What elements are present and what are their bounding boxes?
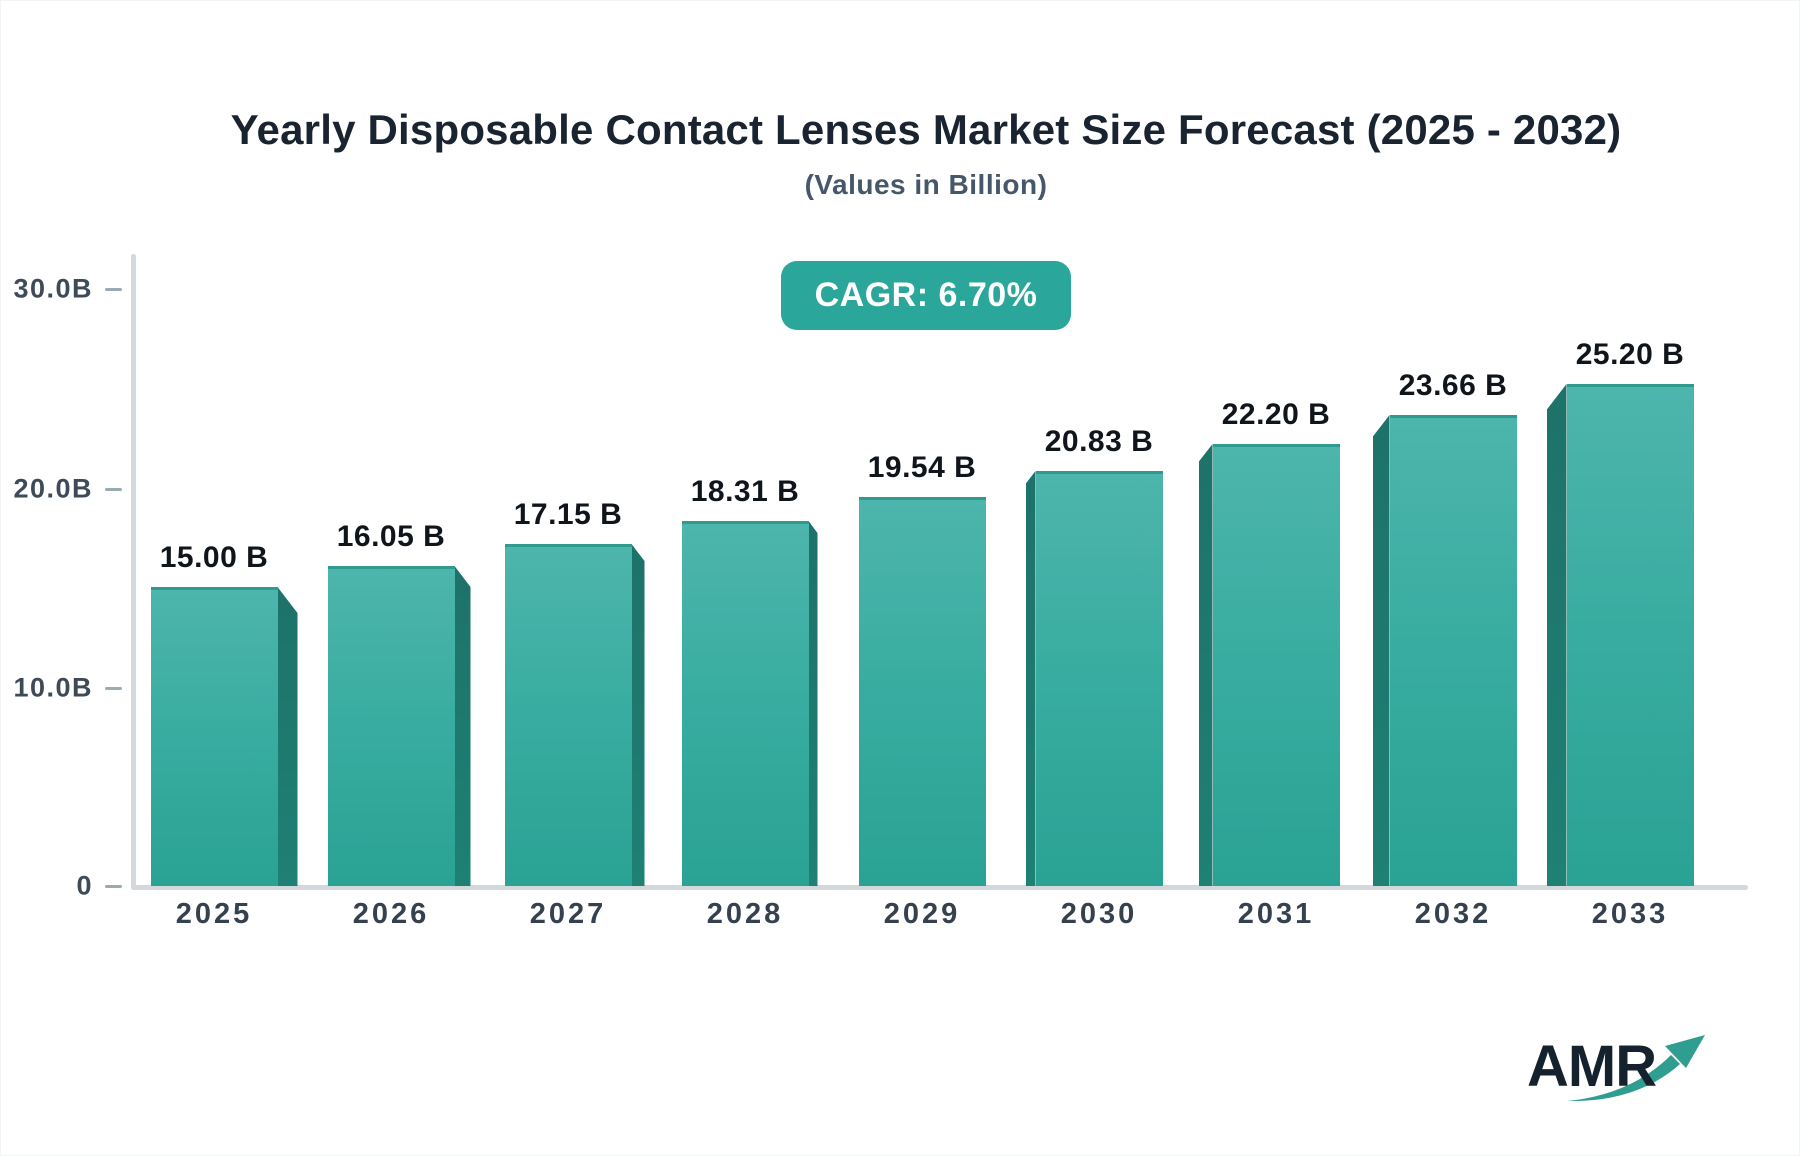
y-tick-label: 20.0B [13,473,93,504]
y-tick-mark [105,687,122,690]
x-tick-label-2025: 2025 [175,898,253,930]
bar-2028 [681,521,809,886]
x-tick-label-2028: 2028 [706,898,784,930]
cagr-badge: CAGR: 6.70% [780,261,1072,331]
x-tick-label-2029: 2029 [883,898,961,930]
chart-subtitle: (Values in Billion) [804,169,1048,201]
bar-2029 [858,497,986,886]
bar-side-2030 [1025,471,1036,886]
x-tick-label-2030: 2030 [1060,898,1138,930]
bar-value-label: 16.05 B [336,520,446,553]
bar-side-2027 [631,544,645,886]
y-tick-mark [105,288,122,291]
growth-arrow-icon [1567,1035,1705,1102]
brand-logo-text: AMR [1527,1034,1657,1099]
bar-side-2025 [277,587,298,886]
chart-header: Yearly Disposable Contact Lenses Market … [26,1,1799,331]
bar-value-label: 15.00 B [159,541,269,574]
bar-2031 [1212,444,1340,886]
bar-side-2033 [1546,384,1567,886]
x-tick-label-2032: 2032 [1414,898,1492,930]
chart-title: Yearly Disposable Contact Lenses Market … [230,106,1622,153]
y-tick-label: 0 [76,870,93,901]
bar-value-label: 22.20 B [1221,398,1331,431]
bar-2033 [1566,384,1694,886]
bar-value-label: 23.66 B [1398,369,1508,402]
bar-value-label: 25.20 B [1575,338,1685,371]
x-tick-label-2033: 2033 [1591,898,1669,930]
x-axis-line [131,885,1748,890]
bar-value-label: 18.31 B [690,475,800,508]
bar-side-2032 [1372,415,1390,886]
bar-value-label: 17.15 B [513,498,623,531]
bar-2026 [327,566,455,886]
bar-value-label: 19.54 B [867,451,977,484]
bar-2025 [150,587,278,886]
brand-logo: AMR [1513,1027,1733,1117]
bar-side-2028 [808,521,818,886]
bar-2027 [504,544,632,886]
y-axis-line [131,254,136,888]
x-tick-label-2031: 2031 [1237,898,1315,930]
y-tick-label: 30.0B [13,273,93,304]
bar-2032 [1389,415,1517,886]
y-tick-mark [105,488,122,491]
y-tick-label: 10.0B [13,672,93,703]
bar-side-2031 [1198,444,1213,886]
bar-value-label: 20.83 B [1044,425,1154,458]
y-tick-mark [105,885,122,888]
bar-2030 [1035,471,1163,886]
bar-side-2026 [454,566,471,886]
x-tick-label-2027: 2027 [529,898,607,930]
x-tick-label-2026: 2026 [352,898,430,930]
